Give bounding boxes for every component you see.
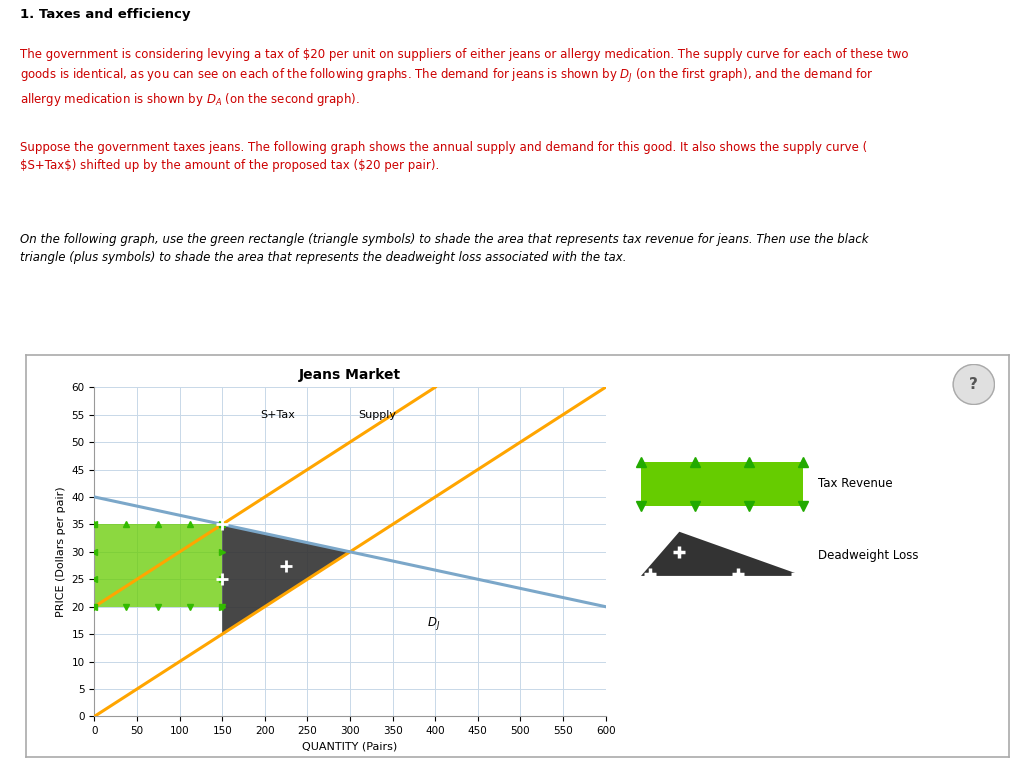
Circle shape [953, 364, 994, 405]
Text: Supply: Supply [358, 410, 396, 420]
Text: $D_J$: $D_J$ [427, 615, 440, 632]
Polygon shape [94, 524, 222, 607]
Polygon shape [641, 532, 803, 576]
Text: 1. Taxes and efficiency: 1. Taxes and efficiency [20, 8, 191, 21]
Y-axis label: PRICE (Dollars per pair): PRICE (Dollars per pair) [56, 486, 66, 617]
Polygon shape [222, 524, 350, 634]
FancyBboxPatch shape [641, 462, 803, 506]
Text: Tax Revenue: Tax Revenue [818, 477, 893, 490]
Text: Deadweight Loss: Deadweight Loss [818, 550, 919, 562]
Title: Jeans Market: Jeans Market [299, 368, 401, 382]
Text: On the following graph, use the green rectangle (triangle symbols) to shade the : On the following graph, use the green re… [20, 233, 869, 265]
X-axis label: QUANTITY (Pairs): QUANTITY (Pairs) [302, 742, 397, 752]
Text: S+Tax: S+Tax [260, 410, 295, 420]
Text: ?: ? [970, 377, 978, 392]
Text: The government is considering levying a tax of $20 per unit on suppliers of eith: The government is considering levying a … [20, 48, 909, 107]
Text: Suppose the government taxes jeans. The following graph shows the annual supply : Suppose the government taxes jeans. The … [20, 141, 867, 171]
